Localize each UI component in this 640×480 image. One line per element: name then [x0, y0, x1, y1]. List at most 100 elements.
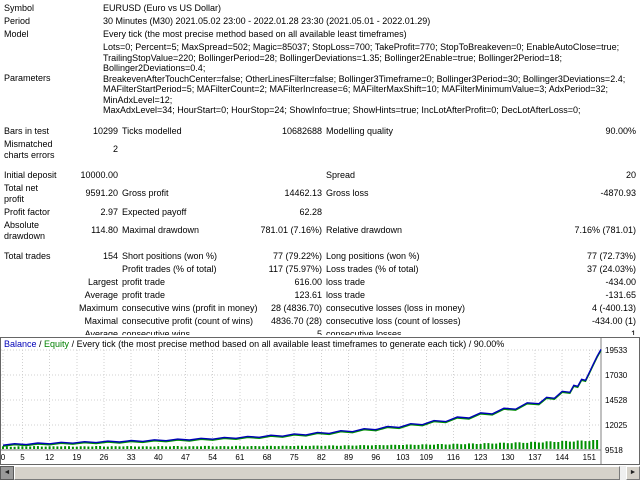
- legend-separator: /: [36, 339, 45, 349]
- short-positions-value: 77 (79.22%): [272, 250, 322, 261]
- row-profit-factor: Profit factor 2.97 Expected payoff 62.28: [2, 206, 638, 219]
- spacer-row: [2, 162, 638, 169]
- legend-quality-value: 90.00%: [473, 339, 505, 349]
- largest-qualifier: Largest: [87, 276, 118, 287]
- avg-consecutive-wins-label: consecutive wins: [122, 328, 191, 336]
- svg-text:40: 40: [154, 453, 163, 462]
- svg-text:54: 54: [208, 453, 217, 462]
- average-qualifier: Average: [84, 289, 118, 300]
- expected-payoff-value: 62.28: [299, 206, 322, 217]
- chart-legend: Balance / Equity / Every tick (the most …: [4, 339, 504, 350]
- row-average: Average profit trade 123.61 loss trade -…: [2, 289, 638, 302]
- spacer-row: [2, 243, 638, 250]
- legend-separator: /: [69, 339, 77, 349]
- svg-text:5: 5: [20, 453, 25, 462]
- svg-text:68: 68: [263, 453, 272, 462]
- symbol-label: Symbol: [4, 3, 35, 13]
- relative-drawdown-value: 7.16% (781.01): [574, 225, 636, 235]
- legend-separator: /: [466, 339, 474, 349]
- profit-factor-value: 2.97: [100, 206, 118, 217]
- symbol-value: EURUSD (Euro vs US Dollar): [103, 3, 222, 14]
- maximum-qualifier: Maximum: [78, 302, 118, 313]
- horizontal-scrollbar[interactable]: ◄ ►: [0, 466, 640, 480]
- row-average-consecutive: Average consecutive wins 5 consecutive l…: [2, 328, 638, 336]
- svg-text:89: 89: [344, 453, 353, 462]
- row-absolute-drawdown: Absolute drawdown 114.80 Maximal drawdow…: [2, 219, 638, 243]
- average-consecutive-qualifier: Average: [84, 328, 118, 336]
- average-loss-trade-label: loss trade: [326, 289, 366, 300]
- svg-text:82: 82: [317, 453, 326, 462]
- total-net-profit-label: Total net profit: [4, 182, 39, 204]
- row-total-net-profit: Total net profit 9591.20 Gross profit 14…: [2, 182, 638, 206]
- row-initial-deposit: Initial deposit 10000.00 Spread 20: [2, 169, 638, 182]
- profit-factor-label: Profit factor: [4, 206, 51, 217]
- svg-text:19533: 19533: [605, 346, 628, 355]
- row-total-trades: Total trades 154 Short positions (won %)…: [2, 250, 638, 263]
- svg-text:96: 96: [371, 453, 380, 462]
- svg-text:130: 130: [501, 453, 515, 462]
- gross-profit-label: Gross profit: [122, 188, 169, 198]
- svg-text:103: 103: [396, 453, 410, 462]
- maximal-drawdown-label: Maximal drawdown: [122, 225, 200, 235]
- row-mismatched-errors: Mismatched charts errors 2: [2, 138, 638, 162]
- long-positions-label: Long positions (won %): [326, 250, 420, 261]
- initial-deposit-value: 10000.00: [80, 169, 118, 180]
- svg-text:123: 123: [474, 453, 488, 462]
- parameters-label: Parameters: [4, 73, 51, 84]
- svg-text:109: 109: [420, 453, 434, 462]
- parameters-value: Lots=0; Percent=5; MaxSpread=502; Magic=…: [103, 42, 626, 115]
- svg-text:61: 61: [235, 453, 244, 462]
- maximal-consecutive-loss-label: consecutive loss (count of losses): [326, 315, 461, 326]
- max-consecutive-wins-label: consecutive wins (profit in money): [122, 302, 258, 313]
- average-profit-trade-label: profit trade: [122, 289, 166, 300]
- svg-text:26: 26: [100, 453, 109, 462]
- svg-text:47: 47: [181, 453, 190, 462]
- expected-payoff-label: Expected payoff: [122, 206, 187, 217]
- average-profit-trade-value: 123.61: [294, 289, 322, 300]
- avg-consecutive-wins-value: 5: [316, 328, 322, 336]
- svg-text:12025: 12025: [605, 421, 628, 430]
- loss-trades-value: 37 (24.03%): [586, 263, 636, 274]
- period-label: Period: [4, 16, 31, 26]
- modelling-quality-label: Modelling quality: [326, 125, 394, 136]
- svg-text:17030: 17030: [605, 371, 628, 380]
- average-loss-trade-value: -131.65: [605, 289, 636, 300]
- max-consecutive-losses-label: consecutive losses (loss in money): [326, 302, 466, 313]
- maximal-qualifier: Maximal: [84, 315, 118, 326]
- svg-text:19: 19: [72, 453, 81, 462]
- row-profit-trades: Profit trades (% of total) 117 (75.97%) …: [2, 263, 638, 276]
- svg-text:144: 144: [555, 453, 569, 462]
- svg-text:137: 137: [528, 453, 542, 462]
- bars-in-test-label: Bars in test: [4, 125, 50, 136]
- legend-balance-label: Balance: [4, 339, 37, 349]
- scroll-left-button[interactable]: ◄: [0, 466, 14, 480]
- row-bars-in-test: Bars in test 10299 Ticks modelled 106826…: [2, 125, 638, 138]
- largest-loss-trade-label: loss trade: [326, 276, 366, 287]
- long-positions-value: 77 (72.73%): [586, 250, 636, 261]
- svg-text:9518: 9518: [605, 446, 623, 455]
- max-consecutive-losses-value: 4 (-400.13): [591, 302, 636, 313]
- total-trades-label: Total trades: [4, 250, 51, 261]
- model-row: Model Every tick (the most precise metho…: [2, 28, 638, 41]
- model-value: Every tick (the most precise method base…: [103, 29, 407, 40]
- svg-text:116: 116: [447, 453, 460, 462]
- model-label: Model: [4, 29, 29, 39]
- scroll-right-button[interactable]: ►: [626, 466, 640, 480]
- scrollbar-thumb[interactable]: [14, 466, 620, 480]
- balance-equity-chart: Balance / Equity / Every tick (the most …: [0, 337, 640, 465]
- mismatched-errors-value: 2: [112, 144, 118, 154]
- svg-text:33: 33: [127, 453, 136, 462]
- max-consecutive-wins-value: 28 (4836.70): [270, 302, 322, 313]
- loss-trades-label: Loss trades (% of total): [326, 263, 419, 274]
- svg-text:12: 12: [45, 453, 54, 462]
- maximal-consecutive-loss-value: -434.00 (1): [591, 315, 636, 326]
- svg-text:0: 0: [1, 453, 6, 462]
- absolute-drawdown-label: Absolute drawdown: [4, 219, 46, 241]
- report-body: Symbol EURUSD (Euro vs US Dollar) Period…: [2, 2, 638, 335]
- gross-loss-value: -4870.93: [600, 188, 636, 198]
- report-stats-table: Bars in test 10299 Ticks modelled 106826…: [2, 125, 638, 336]
- ticks-modelled-value: 10682688: [281, 125, 322, 136]
- spread-label: Spread: [326, 169, 356, 180]
- row-largest: Largest profit trade 616.00 loss trade -…: [2, 276, 638, 289]
- period-row: Period 30 Minutes (M30) 2021.05.02 23:00…: [2, 15, 638, 28]
